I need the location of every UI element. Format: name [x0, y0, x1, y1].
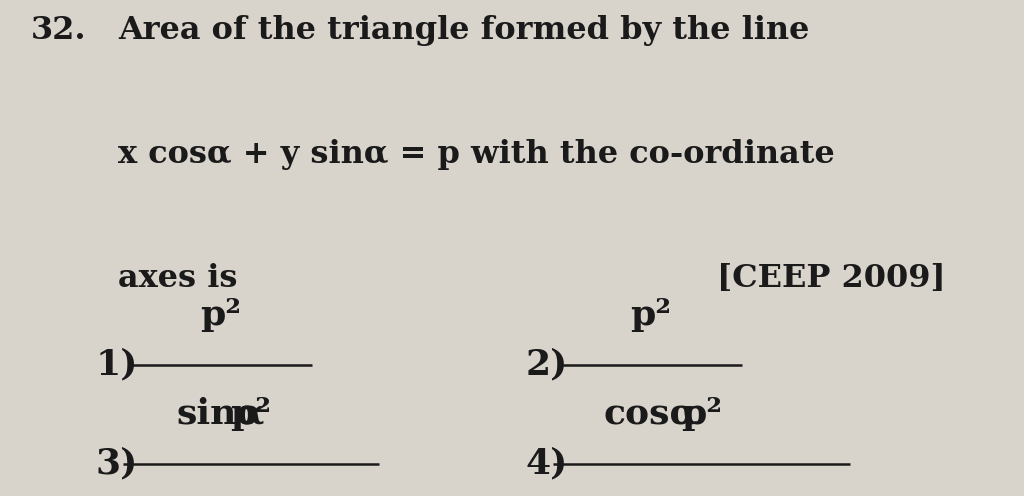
Text: Area of the triangle formed by the line: Area of the triangle formed by the line	[118, 15, 809, 46]
Text: p²: p²	[630, 298, 671, 332]
Text: cosα: cosα	[603, 397, 697, 431]
Text: p²: p²	[200, 298, 241, 332]
Text: 3): 3)	[96, 447, 138, 481]
Text: sinα: sinα	[176, 397, 264, 431]
Text: [CEEP 2009]: [CEEP 2009]	[717, 263, 945, 294]
Text: p²: p²	[230, 397, 271, 431]
Text: 1): 1)	[95, 348, 138, 381]
Text: x cosα + y sinα = p with the co-ordinate: x cosα + y sinα = p with the co-ordinate	[118, 139, 835, 170]
Text: axes is: axes is	[118, 263, 238, 294]
Text: p²: p²	[681, 397, 722, 431]
Text: 32.: 32.	[31, 15, 86, 46]
Text: 4): 4)	[526, 447, 568, 481]
Text: 2): 2)	[526, 348, 568, 381]
